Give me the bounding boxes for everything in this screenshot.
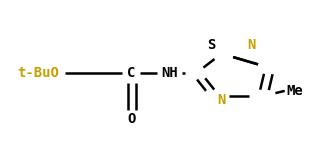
- Text: Me: Me: [286, 84, 303, 98]
- Text: NH: NH: [162, 66, 178, 80]
- Text: t-BuO: t-BuO: [17, 66, 59, 80]
- Text: N: N: [217, 93, 226, 107]
- Text: O: O: [127, 112, 136, 126]
- Text: N: N: [247, 38, 256, 52]
- Text: S: S: [207, 38, 216, 52]
- Text: C: C: [127, 66, 136, 80]
